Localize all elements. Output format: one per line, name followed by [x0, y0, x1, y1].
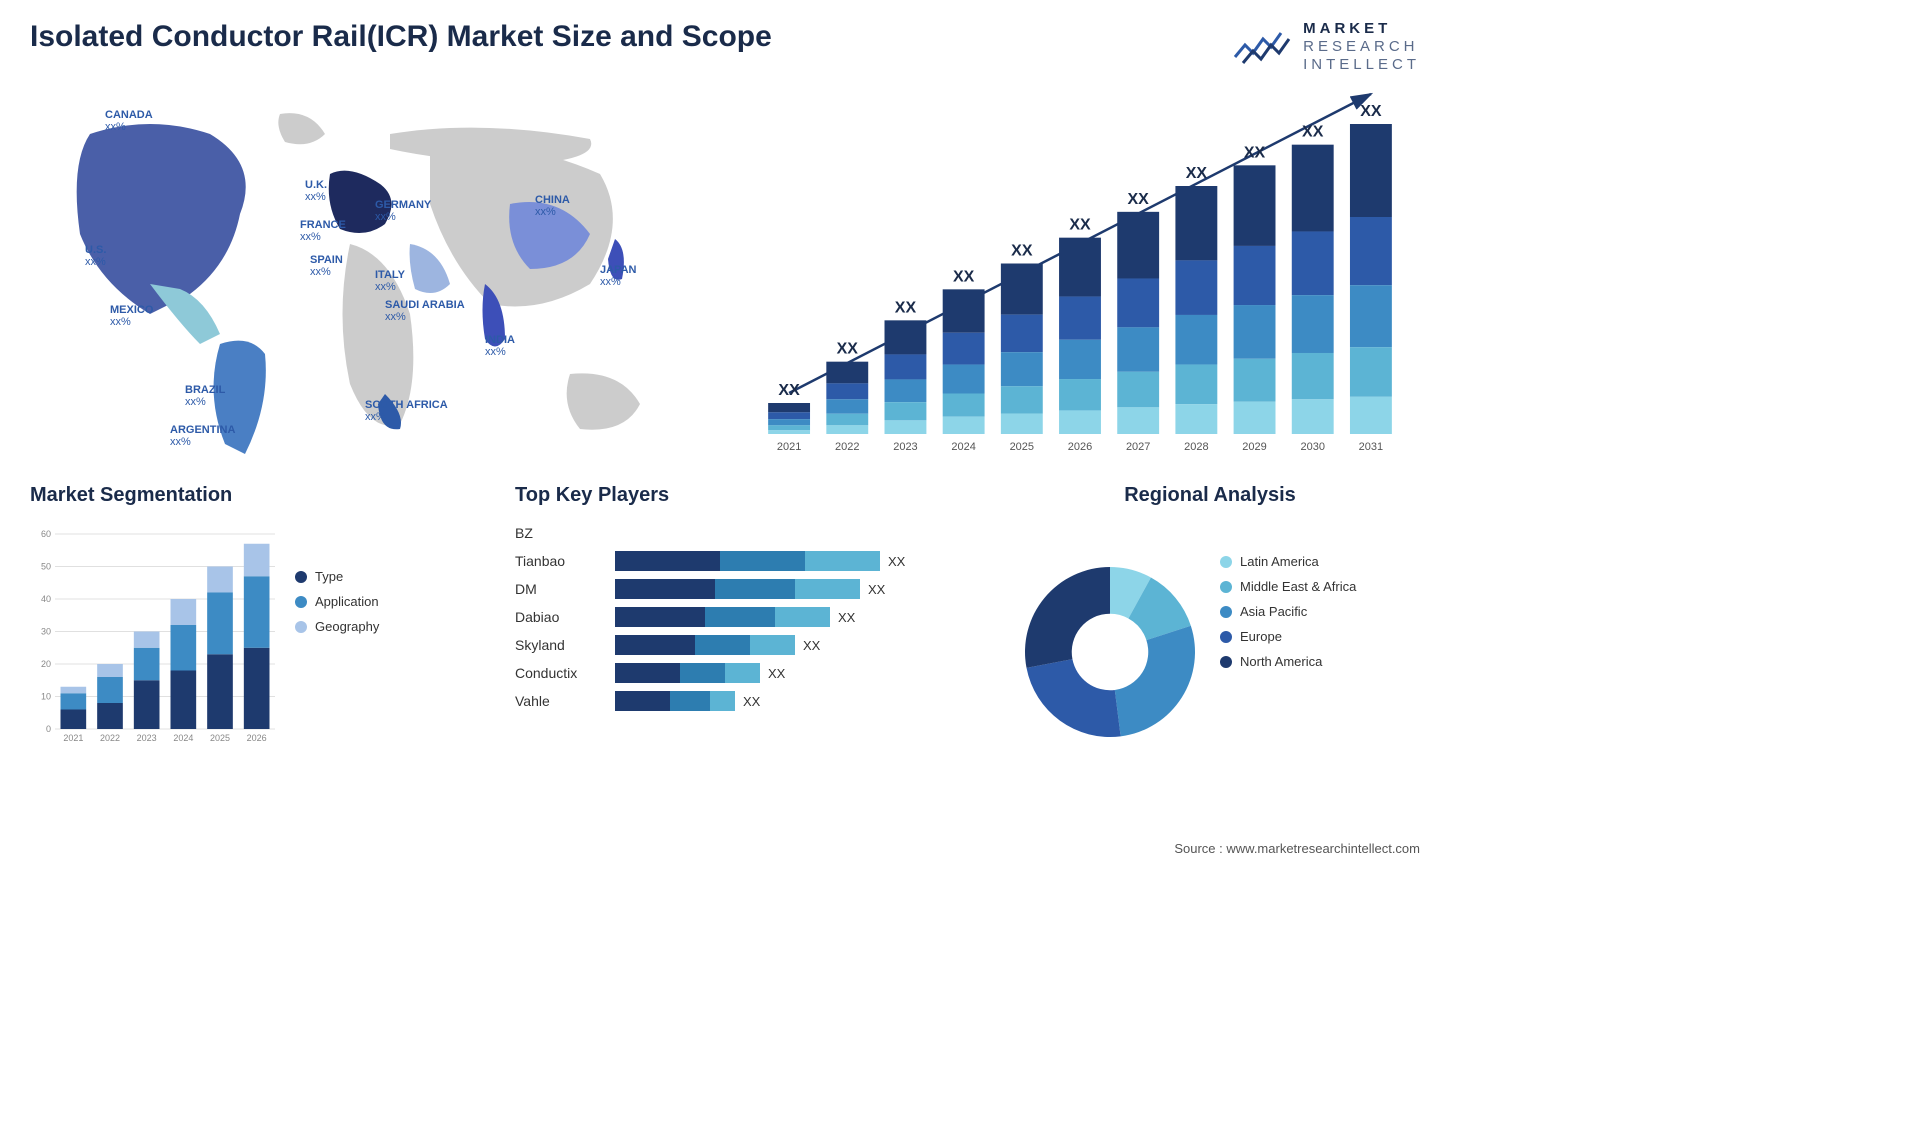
player-bar-row: XX — [615, 603, 975, 631]
map-label-italy: ITALYxx% — [375, 269, 405, 293]
svg-text:XX: XX — [1244, 144, 1266, 161]
svg-text:20: 20 — [41, 659, 51, 669]
logo-icon — [1233, 27, 1293, 67]
logo-line3: INTELLECT — [1303, 56, 1420, 74]
svg-text:XX: XX — [1011, 243, 1033, 260]
svg-text:0: 0 — [46, 724, 51, 734]
players-title: Top Key Players — [515, 484, 975, 507]
player-bar-row: XX — [615, 547, 975, 575]
player-name: Vahle — [515, 687, 615, 715]
svg-text:2028: 2028 — [1184, 441, 1208, 453]
player-name: Tianbao — [515, 547, 615, 575]
player-bar-row: XX — [615, 687, 975, 715]
segmentation-chart: 0 10 20 30 40 50 60 2021 2022 2023 2024 2025 2026 — [30, 519, 280, 759]
svg-text:XX: XX — [1069, 217, 1091, 234]
svg-text:XX: XX — [1186, 165, 1208, 182]
svg-text:2023: 2023 — [893, 441, 917, 453]
map-label-mexico: MEXICOxx% — [110, 304, 153, 328]
regional-legend-item: Latin America — [1220, 554, 1420, 569]
svg-text:XX: XX — [837, 341, 859, 358]
svg-text:2022: 2022 — [100, 733, 120, 743]
logo-line1: MARKET — [1303, 20, 1420, 38]
map-label-u-s-: U.S.xx% — [85, 244, 106, 268]
map-label-china: CHINAxx% — [535, 194, 570, 218]
player-name: DM — [515, 575, 615, 603]
map-label-u-k-: U.K.xx% — [305, 179, 327, 203]
seg-legend-item: Geography — [295, 619, 490, 634]
regional-donut — [1000, 519, 1220, 764]
seg-legend-item: Application — [295, 594, 490, 609]
regional-title: Regional Analysis — [1000, 484, 1420, 507]
map-label-india: INDIAxx% — [485, 334, 515, 358]
regional-legend-item: Middle East & Africa — [1220, 579, 1420, 594]
segmentation-title: Market Segmentation — [30, 484, 490, 507]
map-label-canada: CANADAxx% — [105, 109, 153, 133]
page-title: Isolated Conductor Rail(ICR) Market Size… — [30, 20, 772, 54]
svg-text:XX: XX — [1128, 191, 1150, 208]
segmentation-legend: Type Application Geography — [280, 519, 490, 764]
logo-line2: RESEARCH — [1303, 38, 1420, 56]
svg-text:2030: 2030 — [1300, 441, 1324, 453]
player-bar-row: XX — [615, 631, 975, 659]
svg-text:2027: 2027 — [1126, 441, 1150, 453]
player-name: Dabiao — [515, 603, 615, 631]
regional-legend-item: Asia Pacific — [1220, 604, 1420, 619]
map-label-south-africa: SOUTH AFRICAxx% — [365, 399, 448, 423]
source-footer: Source : www.marketresearchintellect.com — [1174, 841, 1420, 856]
svg-text:XX: XX — [1302, 124, 1324, 141]
regional-legend: Latin America Middle East & Africa Asia Pa… — [1220, 519, 1420, 764]
svg-text:2029: 2029 — [1242, 441, 1266, 453]
regional-legend-item: Europe — [1220, 629, 1420, 644]
svg-text:2026: 2026 — [247, 733, 267, 743]
svg-text:2025: 2025 — [210, 733, 230, 743]
svg-text:2023: 2023 — [137, 733, 157, 743]
player-name: Skyland — [515, 631, 615, 659]
world-map: CANADAxx% U.S.xx% MEXICOxx% BRAZILxx% ARGENT… — [30, 84, 710, 464]
player-bar-row: XX — [615, 659, 975, 687]
svg-text:30: 30 — [41, 627, 51, 637]
player-name: Conductix — [515, 659, 615, 687]
svg-text:50: 50 — [41, 562, 51, 572]
svg-text:40: 40 — [41, 594, 51, 604]
svg-text:2024: 2024 — [173, 733, 193, 743]
svg-text:XX: XX — [895, 299, 917, 316]
map-label-france: FRANCExx% — [300, 219, 346, 243]
map-label-saudi-arabia: SAUDI ARABIAxx% — [385, 299, 465, 323]
map-label-japan: JAPANxx% — [600, 264, 636, 288]
player-name: BZ — [515, 519, 615, 547]
svg-text:10: 10 — [41, 692, 51, 702]
svg-text:XX: XX — [778, 382, 800, 399]
map-label-brazil: BRAZILxx% — [185, 384, 225, 408]
map-label-argentina: ARGENTINAxx% — [170, 424, 235, 448]
map-label-germany: GERMANYxx% — [375, 199, 431, 223]
svg-text:2021: 2021 — [63, 733, 83, 743]
regional-legend-item: North America — [1220, 654, 1420, 669]
svg-text:XX: XX — [1360, 103, 1382, 120]
svg-text:2021: 2021 — [777, 441, 801, 453]
svg-text:2025: 2025 — [1010, 441, 1034, 453]
svg-text:2024: 2024 — [951, 441, 975, 453]
seg-legend-item: Type — [295, 569, 490, 584]
svg-text:2022: 2022 — [835, 441, 859, 453]
player-bar-row: XX — [615, 575, 975, 603]
svg-text:2026: 2026 — [1068, 441, 1092, 453]
map-label-spain: SPAINxx% — [310, 254, 343, 278]
svg-text:2031: 2031 — [1359, 441, 1383, 453]
svg-text:XX: XX — [953, 268, 975, 285]
svg-text:60: 60 — [41, 529, 51, 539]
players-list: BZTianbaoXXDMXXDabiaoXXSkylandXXConducti… — [515, 519, 975, 715]
brand-logo: MARKET RESEARCH INTELLECT — [1233, 20, 1420, 74]
main-market-size-chart: XX 2021 XX 2022 XX 2023 XX 2024 XX 2025 XX 2026 XX 20… — [740, 84, 1420, 464]
